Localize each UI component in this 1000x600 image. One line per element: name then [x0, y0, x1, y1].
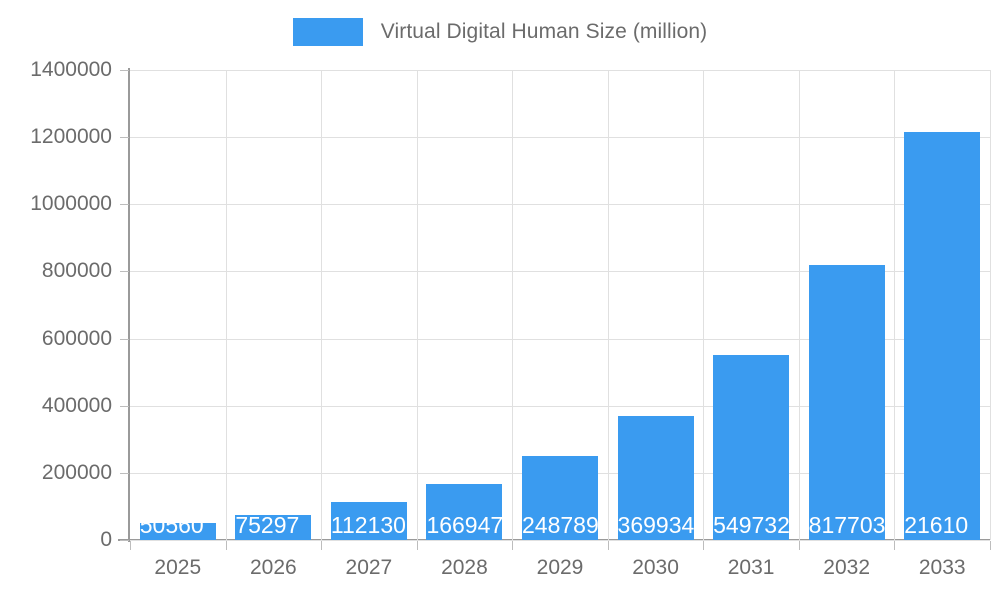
x-axis-tick-label: 2029 [536, 556, 584, 579]
bar[interactable]: 369934 [617, 415, 694, 540]
x-axis-tick-label: 2028 [441, 556, 488, 579]
x-tick-mark [607, 541, 609, 550]
x-axis-tick-label: 2030 [632, 556, 679, 579]
x-axis-tick-label: 2031 [727, 556, 775, 579]
bar[interactable]: 248789 [522, 456, 598, 540]
gridline-horizontal [130, 540, 990, 541]
bar[interactable]: 21610 [904, 131, 981, 540]
x-axis-tick-label: 2032 [823, 556, 871, 579]
x-tick-mark [798, 541, 800, 550]
y-axis-tick-label: 400000 [41, 393, 112, 417]
y-axis-tick-label: 1400000 [30, 58, 112, 81]
bar[interactable]: 549732 [713, 355, 790, 540]
x-tick-mark [225, 541, 227, 550]
y-axis-line [128, 68, 130, 542]
x-axis-tick-label: 2033 [918, 556, 966, 579]
gridline-horizontal [130, 405, 990, 407]
bar-value-label: 21610 [904, 511, 969, 538]
y-tick-mark [120, 204, 129, 206]
y-tick-mark [120, 70, 129, 71]
y-tick-mark [120, 338, 129, 340]
bar-value-label: 75297 [235, 514, 300, 538]
gridline-vertical [225, 70, 227, 540]
bar-value-label: 549732 [713, 511, 790, 538]
x-axis-tick-label: 2026 [249, 556, 297, 579]
bar-value-label: 817703 [808, 511, 885, 538]
x-tick-mark [416, 541, 418, 550]
gridline-vertical [703, 70, 705, 540]
y-tick-mark [120, 271, 129, 273]
plot-area: 50560 75297 112130 166947 248789 369934 549732… [130, 70, 991, 541]
legend-label[interactable]: Virtual Digital Human Size (million) [380, 20, 708, 43]
bar-value-label: 112130 [330, 511, 406, 538]
gridline-horizontal [130, 338, 990, 340]
gridline-vertical [321, 70, 323, 540]
gridline-vertical [512, 70, 514, 540]
gridline-horizontal [130, 271, 990, 273]
y-axis-tick-label: 1000000 [30, 192, 112, 216]
gridline-vertical [894, 70, 896, 540]
gridline-vertical [990, 70, 991, 540]
y-axis-tick-label: 0 [100, 528, 112, 551]
x-tick-mark [130, 541, 131, 550]
gridline-horizontal [130, 70, 990, 71]
bar[interactable]: 112130 [330, 502, 407, 540]
bar-value-label: 50560 [139, 523, 204, 538]
gridline-horizontal [130, 204, 990, 206]
y-tick-mark [120, 405, 129, 407]
bar[interactable]: 50560 [139, 523, 216, 540]
bar-value-label: 248789 [522, 511, 598, 538]
gridline-horizontal [130, 137, 990, 139]
y-axis-tick-label: 600000 [41, 326, 112, 350]
y-axis-tick-label: 200000 [41, 460, 112, 484]
x-tick-mark [321, 541, 323, 550]
x-tick-mark [990, 541, 991, 550]
x-tick-mark [703, 541, 705, 550]
x-axis-tick-label: 2027 [345, 556, 393, 579]
x-tick-mark [512, 541, 514, 550]
bar-value-label: 369934 [617, 511, 694, 538]
legend-color-swatch[interactable] [292, 18, 363, 46]
chart-legend: Virtual Digital Human Size (million) [0, 12, 1000, 52]
gridline-vertical [798, 70, 800, 540]
y-tick-mark [120, 472, 129, 474]
y-axis-tick-label: 1200000 [30, 125, 112, 149]
gridline-vertical [607, 70, 609, 540]
bar-value-label: 166947 [426, 511, 503, 538]
gridline-vertical [416, 70, 418, 540]
y-tick-mark [120, 540, 129, 541]
bar[interactable]: 75297 [235, 514, 312, 540]
y-tick-mark [120, 137, 129, 139]
bar[interactable]: 817703 [808, 265, 885, 540]
x-axis-tick-label: 2025 [154, 556, 202, 579]
bar[interactable]: 166947 [426, 483, 503, 540]
x-tick-mark [894, 541, 896, 550]
y-axis-tick-label: 800000 [41, 259, 112, 283]
